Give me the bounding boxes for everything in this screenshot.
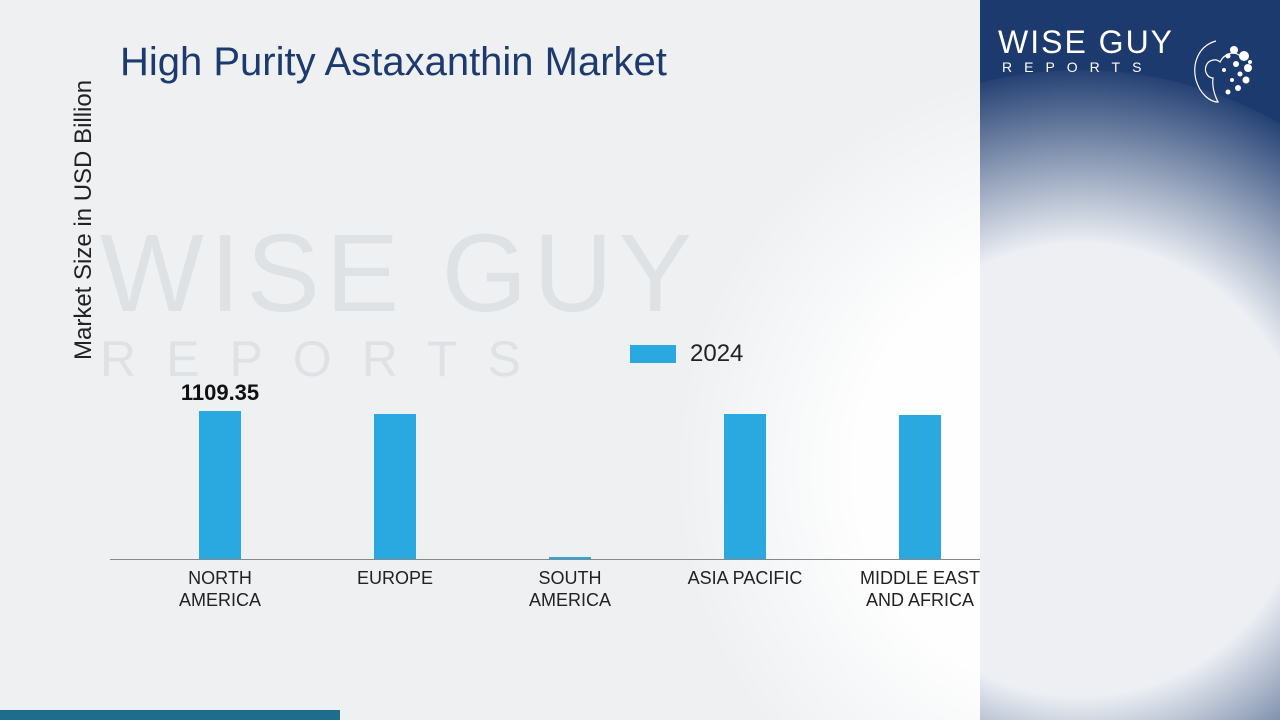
bar (549, 557, 591, 559)
bar (724, 414, 766, 559)
brand-logo: WISE GUY REPORTS (998, 24, 1258, 75)
category-label: EUROPE (325, 568, 465, 590)
x-axis-line (110, 559, 980, 560)
bottom-accent-bar (0, 710, 340, 720)
plot-area: 1109.35NORTH AMERICAEUROPESOUTH AMERICAA… (110, 160, 980, 560)
bar (199, 411, 241, 559)
category-label: ASIA PACIFIC (675, 568, 815, 590)
bar (899, 415, 941, 559)
chart-canvas: WISE GUY REPORTS High Purity Astaxanthin… (0, 0, 1280, 720)
y-axis-label: Market Size in USD Billion (70, 80, 98, 360)
bar (374, 414, 416, 559)
chart-title: High Purity Astaxanthin Market (120, 40, 667, 85)
category-label: NORTH AMERICA (150, 568, 290, 611)
bar-value-label: 1109.35 (181, 380, 259, 406)
category-label: MIDDLE EAST AND AFRICA (850, 568, 990, 611)
head-dots-icon (1188, 36, 1258, 106)
category-label: SOUTH AMERICA (500, 568, 640, 611)
